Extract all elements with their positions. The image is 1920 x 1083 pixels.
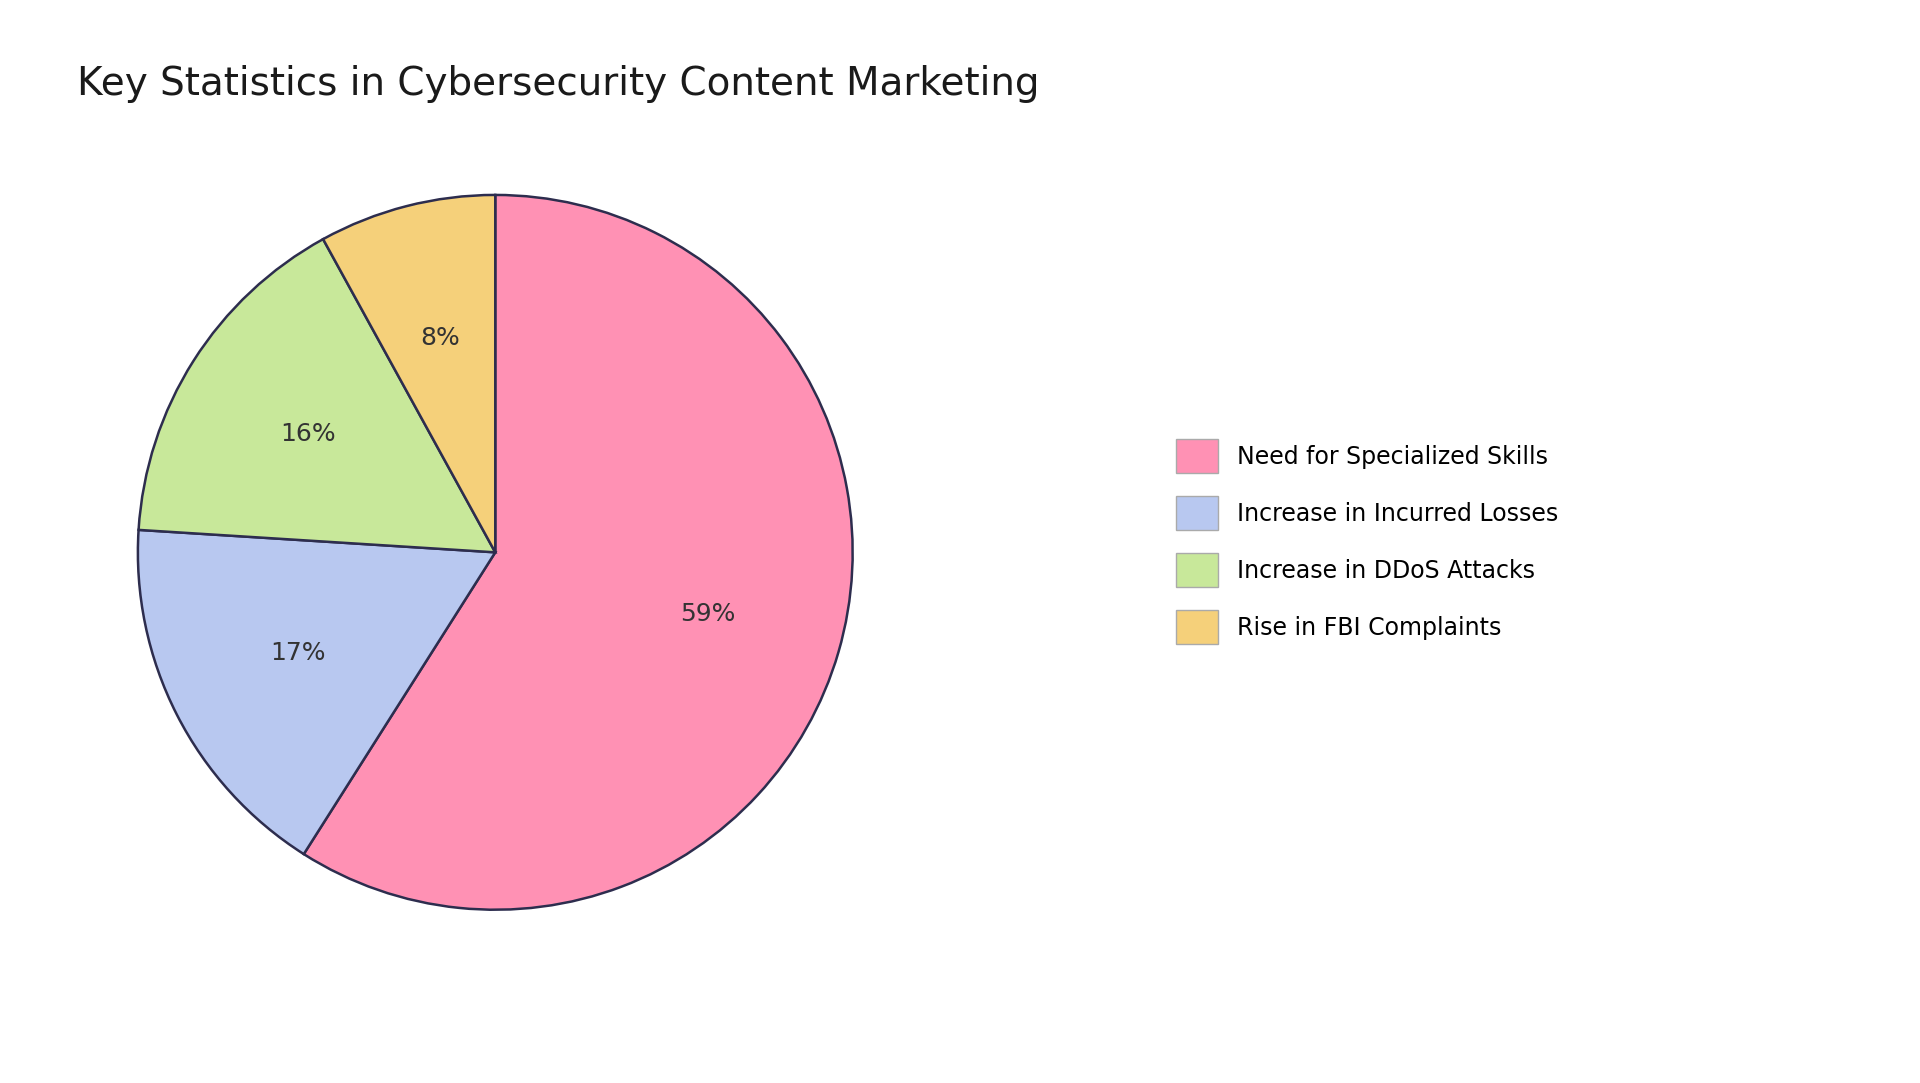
- Text: 17%: 17%: [271, 641, 326, 665]
- Text: 16%: 16%: [280, 421, 336, 445]
- Legend: Need for Specialized Skills, Increase in Incurred Losses, Increase in DDoS Attac: Need for Specialized Skills, Increase in…: [1164, 428, 1571, 655]
- Wedge shape: [138, 530, 495, 854]
- Text: 8%: 8%: [420, 326, 461, 350]
- Text: Key Statistics in Cybersecurity Content Marketing: Key Statistics in Cybersecurity Content …: [77, 65, 1039, 103]
- Text: 59%: 59%: [680, 602, 735, 626]
- Wedge shape: [138, 239, 495, 552]
- Wedge shape: [323, 195, 495, 552]
- Wedge shape: [303, 195, 852, 910]
